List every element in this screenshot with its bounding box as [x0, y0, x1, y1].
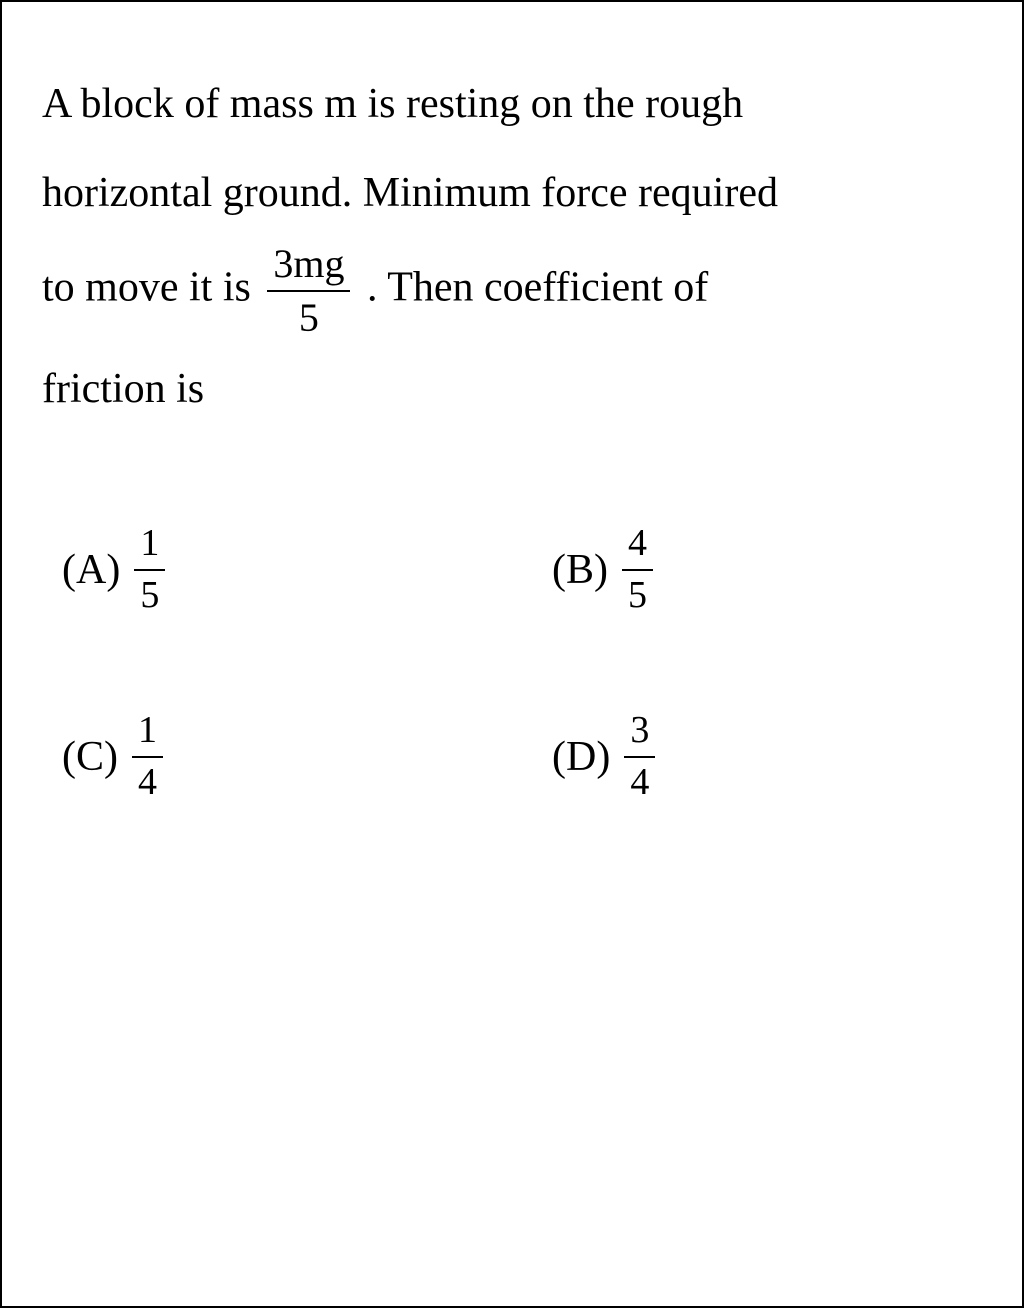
question-line-3-part2: . Then coefficient of — [367, 265, 708, 311]
option-c-fraction: 1 4 — [132, 708, 163, 805]
option-a-denominator: 5 — [134, 571, 165, 619]
question-text-block: A block of mass m is resting on the roug… — [42, 62, 982, 431]
option-d-denominator: 4 — [624, 758, 655, 806]
question-fraction-denominator: 5 — [267, 292, 350, 342]
option-c-numerator: 1 — [132, 708, 163, 758]
option-a-numerator: 1 — [134, 521, 165, 571]
question-page: A block of mass m is resting on the roug… — [0, 0, 1024, 1308]
question-line-3-part1: to move it is — [42, 265, 261, 311]
option-a[interactable]: (A) 1 5 — [62, 521, 492, 618]
option-c-label: (C) — [62, 733, 118, 781]
question-fraction-numerator: 3mg — [267, 240, 350, 292]
option-d-fraction: 3 4 — [624, 708, 655, 805]
options-grid: (A) 1 5 (B) 4 5 (C) 1 4 (D) 3 4 — [42, 521, 982, 805]
option-d-numerator: 3 — [624, 708, 655, 758]
question-line-1: A block of mass m is resting on the roug… — [42, 62, 982, 146]
question-line-3: to move it is 3mg 5 . Then coefficient o… — [42, 240, 982, 342]
question-line-2: horizontal ground. Minimum force require… — [42, 151, 982, 235]
question-fraction: 3mg 5 — [267, 240, 350, 342]
option-a-label: (A) — [62, 546, 120, 594]
option-d[interactable]: (D) 3 4 — [552, 708, 982, 805]
option-b-fraction: 4 5 — [622, 521, 653, 618]
option-b-denominator: 5 — [622, 571, 653, 619]
option-d-label: (D) — [552, 733, 610, 781]
option-c[interactable]: (C) 1 4 — [62, 708, 492, 805]
question-line-4: friction is — [42, 347, 982, 431]
option-c-denominator: 4 — [132, 758, 163, 806]
option-a-fraction: 1 5 — [134, 521, 165, 618]
option-b-numerator: 4 — [622, 521, 653, 571]
option-b-label: (B) — [552, 546, 608, 594]
option-b[interactable]: (B) 4 5 — [552, 521, 982, 618]
